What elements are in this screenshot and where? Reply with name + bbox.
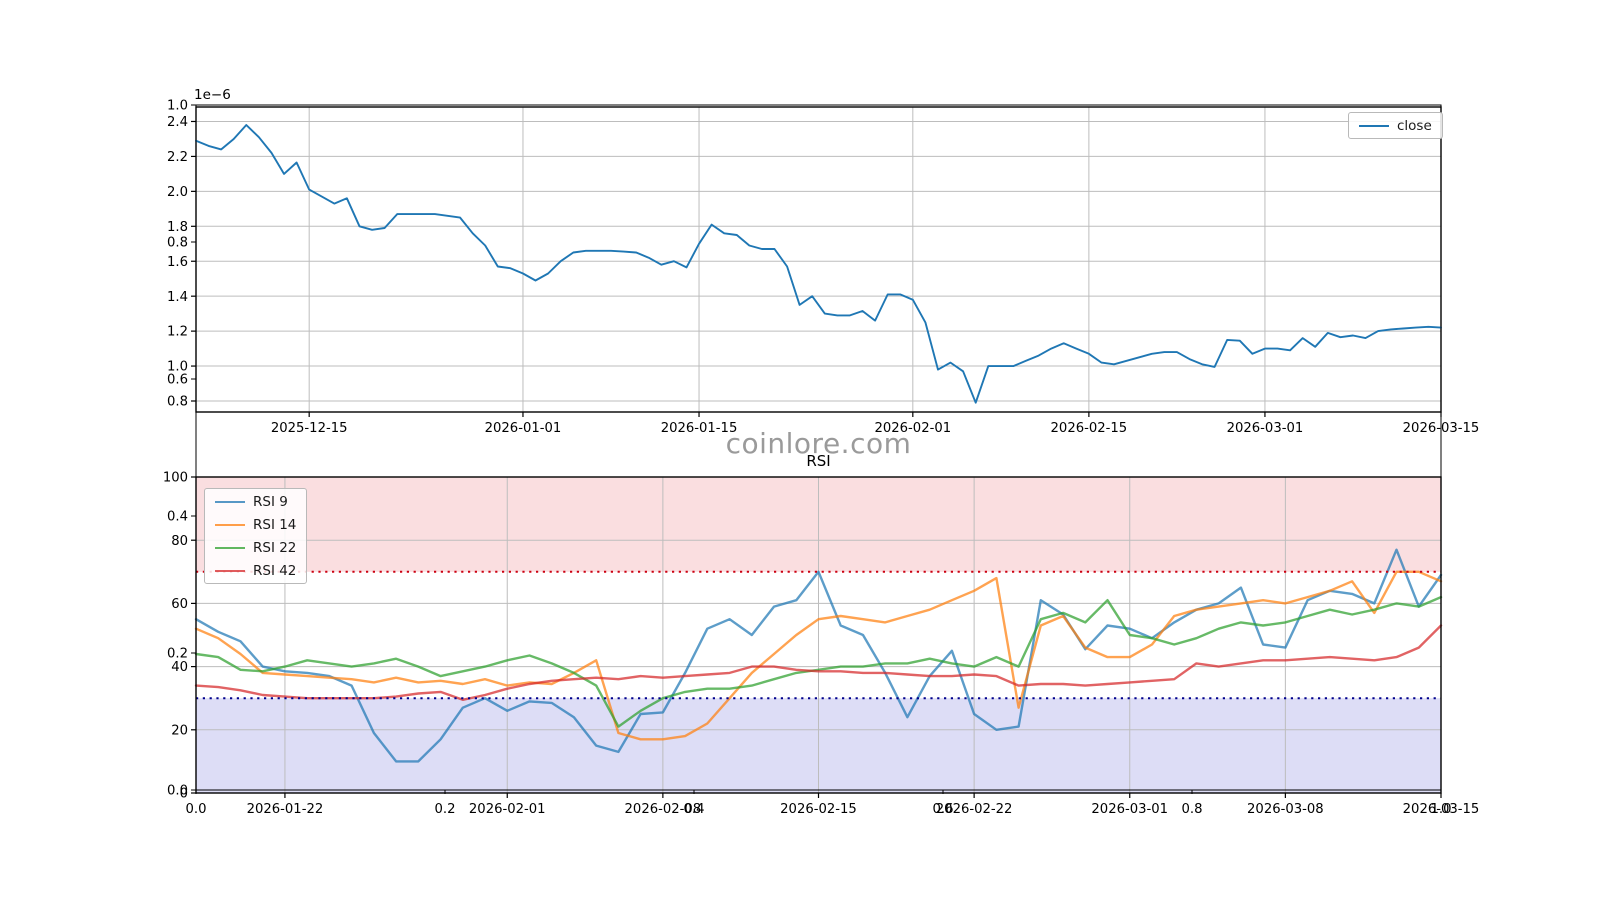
hidden-y-tick-label: 0.8 [167,236,188,251]
rsi-legend-row: RSI 9 [215,493,296,510]
rsi14-line-icon [215,523,245,526]
rsi42-legend-label: RSI 42 [253,562,297,579]
close-line-icon [1359,124,1389,127]
rsi-y-tick-label: 0 [180,787,188,802]
rsi22-legend-label: RSI 22 [253,539,297,556]
rsi-y-tick-label: 80 [171,534,188,549]
rsi9-line-icon [215,500,245,503]
rsi-line-rsi-22 [194,595,1443,728]
rsi-line-rsi-14 [194,570,1443,741]
top-y-tick-label: 1.0 [167,360,188,375]
close-legend[interactable]: close [1348,112,1443,139]
rsi9-legend-label: RSI 9 [253,493,288,510]
hidden-axes-border [195,104,1442,791]
rsi-x-tick-label: 2026-02-01 [469,802,546,817]
rsi-x-tick-label: 2026-01-22 [247,802,324,817]
rsi-x-tick-label: 2026-02-22 [936,802,1013,817]
rsi-y-tick-label: 100 [163,471,188,486]
rsi-legend-row: RSI 22 [215,539,296,556]
hidden-y-tick-label: 0.2 [167,647,188,662]
rsi22-line-icon [215,546,245,549]
hidden-x-tick-label: 0.0 [186,802,207,817]
rsi-y-tick-label: 60 [171,597,188,612]
top-y-tick-label: 1.8 [167,220,188,235]
rsi-legend-row: RSI 14 [215,516,296,533]
rsi42-line-icon [215,569,245,572]
top-x-tick-label: 2026-01-15 [661,421,738,436]
top-x-tick-label: 2025-12-15 [271,421,348,436]
hidden-x-tick-label: 0.6 [933,802,954,817]
hidden-y-tick-label: 0.6 [167,373,188,388]
top-y-tick-label: 2.4 [167,115,188,130]
close-legend-label: close [1397,117,1432,134]
top-x-tick-label: 2026-03-01 [1227,421,1304,436]
rsi-y-tick-label: 20 [171,723,188,738]
rsi-line-rsi-9 [194,548,1443,763]
hidden-x-tick-label: 0.8 [1182,802,1203,817]
top-y-tick-label: 0.8 [167,395,188,410]
rsi-x-tick-label: 2026-03-15 [1403,802,1480,817]
hidden-y-tick-label: 1.0 [167,99,188,114]
top-x-tick-label: 2026-02-15 [1051,421,1128,436]
rsi-x-tick-label: 2026-02-08 [625,802,702,817]
hidden-x-tick-label: 0.2 [435,802,456,817]
hidden-x-tick-label: 0.4 [684,802,705,817]
y-axis-offset-label: 1e−6 [194,87,231,103]
close-line [195,124,1442,404]
top-y-tick-label: 1.6 [167,255,188,270]
hidden-x-tick-label: 1.0 [1431,802,1452,817]
rsi-x-tick-label: 2026-03-01 [1091,802,1168,817]
rsi-legend[interactable]: RSI 9 RSI 14 RSI 22 RSI 42 [204,488,308,584]
top-y-tick-label: 2.0 [167,185,188,200]
top-y-tick-label: 1.4 [167,290,188,305]
top-y-tick-label: 2.2 [167,150,188,165]
rsi14-legend-label: RSI 14 [253,516,297,533]
rsi-x-tick-label: 2026-03-08 [1247,802,1324,817]
hidden-y-tick-label: 0.0 [167,784,188,799]
top-y-tick-label: 1.2 [167,325,188,340]
rsi-chart-title: RSI [806,452,831,470]
rsi-line-rsi-42 [194,624,1443,701]
rsi-y-tick-label: 40 [171,660,188,675]
close-legend-row: close [1359,117,1432,134]
watermark: coinlore.com [725,427,912,460]
top-x-tick-label: 2026-01-01 [485,421,562,436]
rsi-legend-row: RSI 42 [215,562,296,579]
top-x-tick-label: 2026-02-01 [874,421,951,436]
rsi-x-tick-label: 2026-02-15 [780,802,857,817]
hidden-y-tick-label: 0.4 [167,510,188,525]
